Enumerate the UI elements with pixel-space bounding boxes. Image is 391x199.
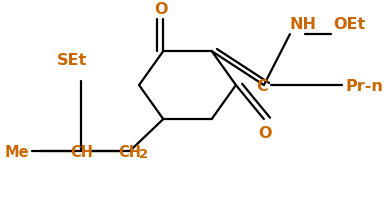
Text: SEt: SEt — [57, 53, 87, 68]
Text: NH: NH — [289, 17, 316, 32]
Text: CH: CH — [70, 144, 93, 160]
Text: C: C — [256, 78, 268, 94]
Text: CH: CH — [118, 144, 141, 160]
Text: Me: Me — [5, 144, 29, 160]
Text: OEt: OEt — [334, 17, 366, 32]
Text: O: O — [155, 2, 168, 17]
Text: 2: 2 — [138, 148, 148, 161]
Text: Pr-n: Pr-n — [346, 78, 384, 94]
Text: O: O — [258, 126, 271, 141]
